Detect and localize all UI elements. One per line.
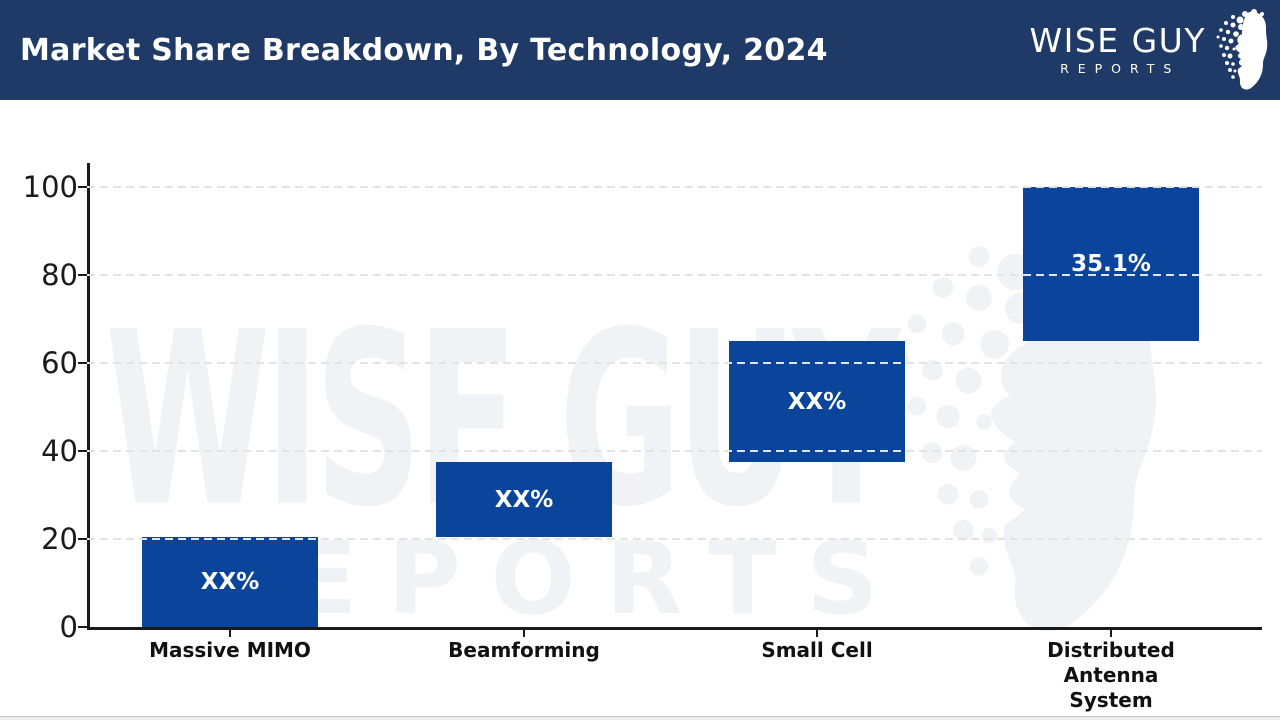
header-bar: Market Share Breakdown, By Technology, 2… <box>0 0 1280 100</box>
bar-value-label: XX% <box>200 568 260 595</box>
y-tick-label-0: 0 <box>59 610 78 644</box>
page-title: Market Share Breakdown, By Technology, 2… <box>20 32 828 68</box>
bar-segment: XX% <box>729 341 905 463</box>
y-tick-label-80: 80 <box>41 258 78 292</box>
x-category-label: Small Cell <box>761 638 873 662</box>
x-tick <box>815 629 819 637</box>
gridline-40 <box>87 450 1262 452</box>
logo-text: WISE GUY REPORTS <box>1029 21 1206 77</box>
x-axis-line <box>87 627 1262 630</box>
y-tick-40 <box>78 449 87 453</box>
bar-value-label: 35.1% <box>1071 251 1151 278</box>
footer-divider <box>0 716 1280 720</box>
y-tick-0 <box>78 625 87 629</box>
y-tick-100 <box>78 185 87 189</box>
x-category-label: Beamforming <box>448 638 600 662</box>
wise-guy-reports-logo: WISE GUY REPORTS <box>1029 8 1270 92</box>
x-tick <box>522 629 526 637</box>
dotted-head-profile-icon <box>1216 9 1268 90</box>
bar-value-label: XX% <box>787 388 847 415</box>
y-tick-label-20: 20 <box>41 522 78 556</box>
x-tick <box>228 629 232 637</box>
y-tick-20 <box>78 537 87 541</box>
y-tick-60 <box>78 361 87 365</box>
plot-area: WISE GUY REPORTS 0 20 40 60 80 100 XX% Massive … <box>0 100 1280 716</box>
x-category-label: Massive MIMO <box>149 638 311 662</box>
gridline-60 <box>87 362 1262 364</box>
bar-segment: XX% <box>142 536 318 627</box>
y-tick-label-60: 60 <box>41 346 78 380</box>
gridline-20 <box>87 538 1262 540</box>
x-tick <box>1109 629 1113 637</box>
y-axis-line <box>87 163 90 629</box>
y-tick-label-100: 100 <box>22 170 78 204</box>
bar-segment: XX% <box>436 462 612 537</box>
bar-segment: 35.1% <box>1023 187 1199 342</box>
logo-brand-name: WISE GUY <box>1029 21 1206 60</box>
y-tick-80 <box>78 273 87 277</box>
logo-subtitle: REPORTS <box>1060 61 1181 76</box>
y-tick-label-40: 40 <box>41 434 78 468</box>
gridline-80 <box>87 274 1262 276</box>
x-category-label: Distributed Antenna System <box>1047 638 1175 712</box>
bar-value-label: XX% <box>494 486 554 513</box>
gridline-100 <box>87 186 1262 188</box>
